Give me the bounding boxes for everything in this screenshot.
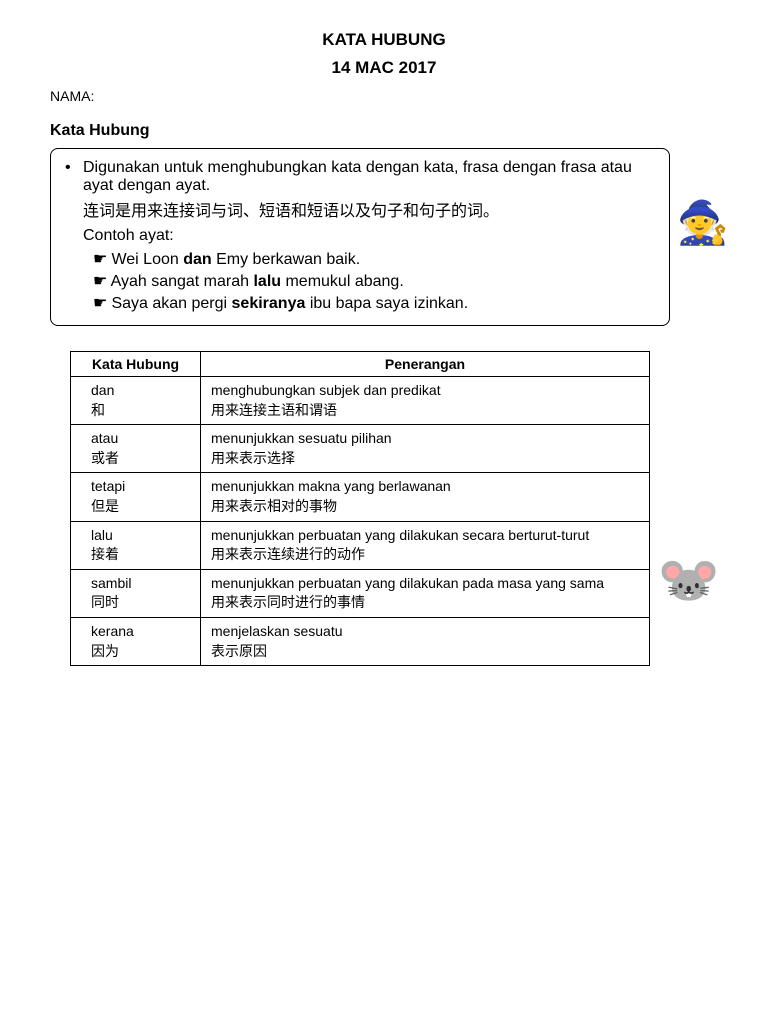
- pointer-icon: ☛: [93, 271, 107, 291]
- info-main-cn: 连词是用来连接词与词、短语和短语以及句子和句子的词。: [83, 197, 655, 221]
- ex2-pre: Ayah sangat marah: [111, 273, 254, 290]
- pointer-icon: ☛: [93, 249, 107, 269]
- table-row: atau或者menunjukkan sesuatu pilihan用来表示选择: [71, 425, 650, 473]
- ex1-post: Emy berkawan baik.: [212, 251, 361, 268]
- wizard-icon: 🧙: [677, 199, 729, 248]
- ex1-bold: dan: [183, 251, 211, 268]
- cell-desc: menunjukkan makna yang berlawanan用来表示相对的…: [201, 473, 650, 521]
- cell-word: atau或者: [71, 425, 201, 473]
- table-row: kerana因为menjelaskan sesuatu表示原因: [71, 617, 650, 665]
- contoh-label: Contoh ayat:: [83, 227, 655, 245]
- section-title: Kata Hubung: [50, 122, 718, 140]
- ex3-post: ibu bapa saya izinkan.: [305, 295, 468, 312]
- example-2: ☛ Ayah sangat marah lalu memukul abang.: [93, 271, 655, 291]
- ex2-bold: lalu: [253, 273, 281, 290]
- table-row: sambil同时menunjukkan perbuatan yang dilak…: [71, 569, 650, 617]
- table-row: tetapi但是menunjukkan makna yang berlawana…: [71, 473, 650, 521]
- cell-word: kerana因为: [71, 617, 201, 665]
- cell-word: lalu接着: [71, 521, 201, 569]
- nama-label: NAMA:: [50, 88, 718, 104]
- th-desc: Penerangan: [201, 352, 650, 377]
- cell-word: sambil同时: [71, 569, 201, 617]
- cell-word: dan和: [71, 377, 201, 425]
- info-box: • Digunakan untuk menghubungkan kata den…: [50, 148, 670, 326]
- cell-desc: menghubungkan subjek dan predikat用来连接主语和…: [201, 377, 650, 425]
- info-main-ms: Digunakan untuk menghubungkan kata denga…: [83, 159, 655, 195]
- ex2-post: memukul abang.: [281, 273, 404, 290]
- mouse-icon: 🐭: [658, 551, 720, 610]
- bullet-icon: •: [65, 159, 83, 195]
- doc-date: 14 MAC 2017: [50, 58, 718, 78]
- ex1-pre: Wei Loon: [111, 251, 183, 268]
- cell-desc: menjelaskan sesuatu表示原因: [201, 617, 650, 665]
- ex3-pre: Saya akan pergi: [111, 295, 231, 312]
- table-row: dan和menghubungkan subjek dan predikat用来连…: [71, 377, 650, 425]
- cell-desc: menunjukkan perbuatan yang dilakukan pad…: [201, 569, 650, 617]
- doc-title: KATA HUBUNG: [50, 30, 718, 50]
- example-1: ☛ Wei Loon dan Emy berkawan baik.: [93, 249, 655, 269]
- cell-word: tetapi但是: [71, 473, 201, 521]
- cell-desc: menunjukkan sesuatu pilihan用来表示选择: [201, 425, 650, 473]
- table-container: Kata Hubung Penerangan dan和menghubungkan…: [70, 351, 650, 666]
- ex3-bold: sekiranya: [232, 295, 306, 312]
- kata-hubung-table: Kata Hubung Penerangan dan和menghubungkan…: [70, 351, 650, 666]
- pointer-icon: ☛: [93, 293, 107, 313]
- cell-desc: menunjukkan perbuatan yang dilakukan sec…: [201, 521, 650, 569]
- th-word: Kata Hubung: [71, 352, 201, 377]
- example-3: ☛ Saya akan pergi sekiranya ibu bapa say…: [93, 293, 655, 313]
- table-row: lalu接着menunjukkan perbuatan yang dilakuk…: [71, 521, 650, 569]
